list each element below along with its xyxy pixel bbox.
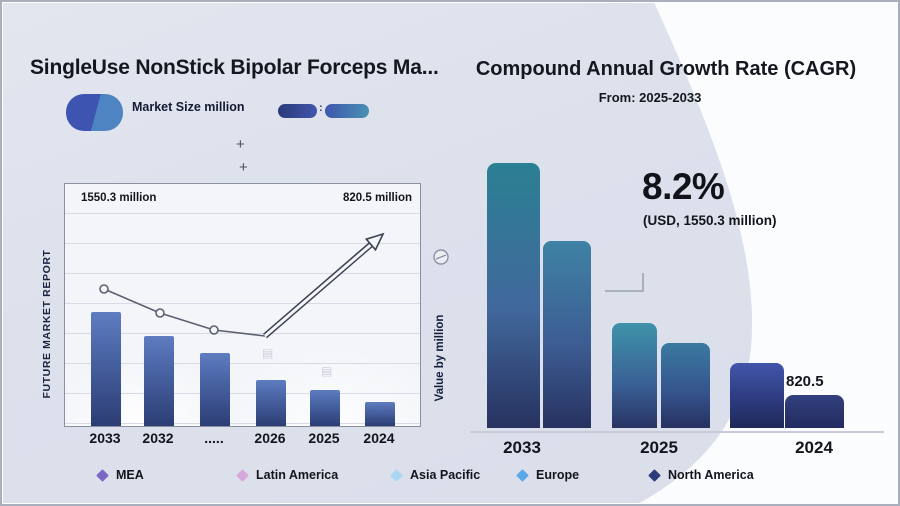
x-label-2024: 2024: [363, 430, 395, 446]
x-label-2026: 2026: [254, 430, 286, 446]
cagr-bar-2025-secondary: [661, 343, 710, 428]
table-watermark-icon: ▤: [262, 346, 274, 360]
legend-item-asia-pacific: Asia Pacific: [390, 468, 481, 482]
capsule-separator: :: [319, 102, 323, 114]
cagr-bar-2033-secondary: [543, 241, 591, 428]
legend-item-latin-america: Latin America: [236, 468, 339, 482]
legend-label: North America: [668, 468, 754, 482]
legend-label: Europe: [536, 468, 580, 482]
capsule-icon-dark: [278, 104, 317, 118]
x-label-ellipsis: .....: [204, 430, 224, 446]
market-size-label: Market Size million: [132, 100, 245, 114]
x-label-2033: 2033: [89, 430, 121, 446]
legend-label: MEA: [116, 468, 144, 482]
europe-diamond-icon: [516, 468, 529, 482]
cagr-title: Compound Annual Growth Rate (CAGR): [475, 58, 857, 80]
future-market-report-watermark: FUTURE MARKET REPORT: [41, 249, 53, 399]
asia-pacific-diamond-icon: [390, 468, 403, 482]
trend-line-arrow: [99, 232, 385, 339]
value-label-1550: 1550.3 million: [81, 192, 157, 204]
plus-icon: +: [239, 159, 248, 176]
bar-2032: [144, 336, 174, 426]
cagr-bar-2024-primary: [730, 363, 784, 428]
cagr-bar-2025-primary: [612, 323, 657, 428]
cagr-baseline: [470, 431, 884, 433]
cagr-usd-note: (USD, 1550.3 million): [643, 213, 777, 228]
latin-america-diamond-icon: [236, 468, 249, 482]
market-size-chart: 1550.3 million 820.5 million ▤ ▤: [64, 183, 421, 427]
mea-diamond-icon: [96, 468, 109, 482]
bar-2025: [310, 390, 340, 426]
value-axis-label: Value by million: [434, 314, 446, 402]
bar-2026: [256, 380, 286, 426]
legend-item-north-america: North America: [648, 468, 754, 482]
x-label-2025: 2025: [308, 430, 340, 446]
cagr-x-label-2024: 2024: [795, 438, 833, 457]
cagr-bar-2024-secondary: [785, 395, 844, 428]
x-label-2032: 2032: [142, 430, 174, 446]
legend-item-mea: MEA: [96, 468, 144, 482]
legend-label: Latin America: [256, 468, 339, 482]
bar-ellipsis: [200, 353, 230, 426]
capsule-icon-teal: [325, 104, 369, 118]
bar-2024: [365, 402, 395, 426]
legend-item-europe: Europe: [516, 468, 580, 482]
cagr-x-label-2033: 2033: [503, 438, 541, 457]
cagr-subtitle: From: 2025-2033: [598, 90, 702, 105]
market-size-pill-icon: [66, 94, 123, 131]
value-label-820: 820.5 million: [342, 192, 412, 204]
plus-icon: +: [236, 136, 245, 153]
circle-slash-icon: [433, 249, 449, 265]
step-bracket-line: [605, 273, 644, 292]
legend-label: Asia Pacific: [410, 468, 481, 482]
cagr-x-label-2025: 2025: [640, 438, 678, 457]
bar-2033: [91, 312, 121, 426]
cagr-percentage: 8.2%: [642, 166, 725, 207]
table-watermark-icon: ▤: [321, 364, 333, 378]
page-title: SingleUse NonStick Bipolar Forceps Ma...: [30, 56, 439, 79]
north-america-diamond-icon: [648, 468, 661, 482]
cagr-bar-2033-primary: [487, 163, 540, 428]
bar-value-820: 820.5: [786, 373, 824, 390]
